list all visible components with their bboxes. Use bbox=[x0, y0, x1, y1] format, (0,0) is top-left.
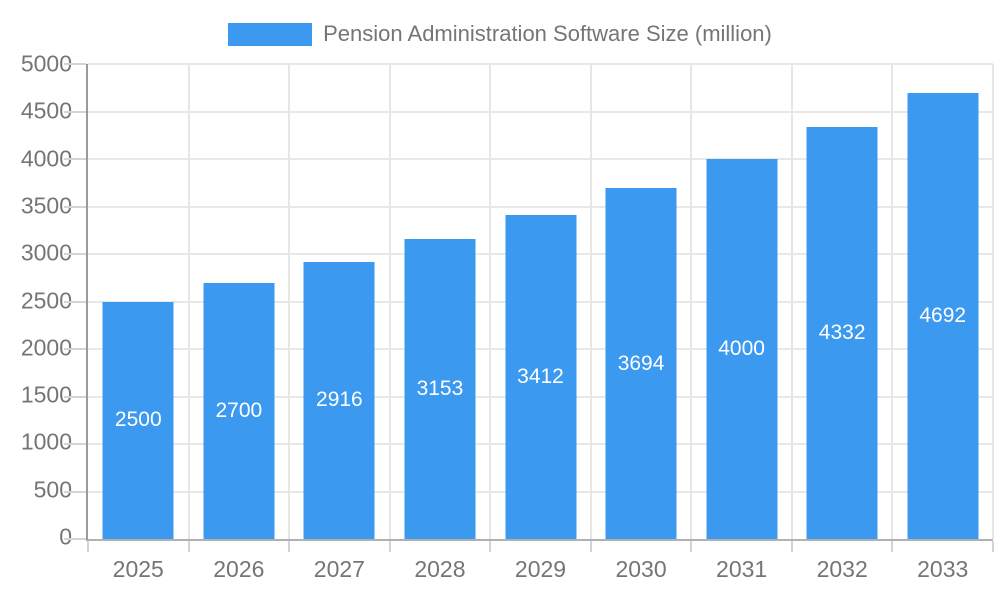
bar-2031[interactable]: 4000 bbox=[706, 159, 778, 539]
v-gridline bbox=[589, 64, 592, 539]
y-tick-label: 5000 bbox=[20, 50, 72, 77]
x-tick-label: 2030 bbox=[615, 556, 667, 582]
bar-2030[interactable]: 3694 bbox=[605, 188, 677, 539]
x-tick bbox=[288, 541, 291, 552]
y-tick-label: 4500 bbox=[20, 97, 72, 124]
y-axis-labels: 0 500 1000 1500 2000 2500 3000 3500 4000 4500 5000 bbox=[0, 51, 72, 550]
bar-value-label: 4332 bbox=[818, 321, 866, 345]
bar-2026[interactable]: 2700 bbox=[203, 282, 275, 539]
x-tick-label: 2026 bbox=[213, 556, 265, 582]
x-tick bbox=[690, 541, 693, 552]
y-tick-label: 1000 bbox=[20, 428, 72, 455]
y-tick-label: 2000 bbox=[20, 334, 72, 361]
x-tick bbox=[589, 541, 592, 552]
y-tick-label: 3500 bbox=[20, 192, 72, 219]
x-tick-label: 2031 bbox=[716, 556, 768, 582]
y-tick bbox=[64, 538, 86, 540]
legend[interactable]: Pension Administration Software Size (mi… bbox=[0, 21, 1000, 47]
h-gridline bbox=[88, 205, 993, 208]
bar-value-label: 2916 bbox=[316, 388, 363, 412]
h-gridline bbox=[88, 110, 993, 113]
v-gridline bbox=[187, 64, 190, 539]
y-tick bbox=[64, 158, 86, 160]
v-gridline bbox=[288, 64, 291, 539]
x-tick bbox=[187, 541, 190, 552]
bar-value-label: 4000 bbox=[718, 337, 765, 360]
legend-label: Pension Administration Software Size (mi… bbox=[323, 21, 772, 46]
x-tick-label: 2027 bbox=[313, 556, 365, 582]
v-gridline bbox=[891, 64, 894, 539]
bar-2028[interactable]: 3153 bbox=[404, 239, 476, 539]
x-tick bbox=[992, 541, 994, 552]
x-tick-label: 2025 bbox=[112, 556, 164, 582]
h-gridline bbox=[88, 63, 993, 65]
x-tick bbox=[388, 541, 391, 552]
bar-value-label: 3153 bbox=[416, 377, 464, 401]
v-gridline bbox=[489, 64, 492, 539]
bar-2025[interactable]: 2500 bbox=[102, 301, 174, 539]
y-tick-label: 3000 bbox=[20, 239, 72, 266]
v-gridline bbox=[790, 64, 793, 539]
legend-swatch bbox=[228, 22, 313, 46]
x-tick-label: 2033 bbox=[917, 556, 969, 582]
y-tick bbox=[64, 63, 86, 65]
y-tick-label: 1500 bbox=[20, 381, 72, 408]
bar-value-label: 2500 bbox=[114, 408, 162, 432]
y-tick bbox=[64, 205, 86, 208]
bar-2032[interactable]: 4332 bbox=[806, 127, 878, 539]
x-tick bbox=[790, 541, 793, 552]
x-tick bbox=[87, 541, 89, 552]
bar-value-label: 3694 bbox=[617, 351, 665, 375]
v-gridline bbox=[388, 64, 391, 539]
y-tick bbox=[64, 490, 86, 493]
x-tick bbox=[891, 541, 894, 552]
x-tick-label: 2029 bbox=[514, 556, 567, 582]
x-axis-labels: 2025 2026 2027 2028 2029 2030 2031 2032 2033 bbox=[88, 556, 993, 588]
bar-2027[interactable]: 2916 bbox=[303, 261, 375, 539]
y-tick bbox=[64, 443, 86, 445]
y-tick bbox=[64, 395, 86, 398]
bar-value-label: 3412 bbox=[517, 364, 564, 388]
plot-area: 2500 2700 2916 3153 3412 3694 4000 4332 4692 bbox=[64, 63, 994, 552]
v-gridline bbox=[690, 64, 693, 539]
bar-2029[interactable]: 3412 bbox=[505, 214, 576, 539]
y-tick-label: 4000 bbox=[20, 145, 72, 172]
y-tick-label: 0 bbox=[59, 523, 72, 550]
y-tick bbox=[64, 300, 86, 303]
x-tick-label: 2032 bbox=[816, 556, 868, 582]
y-tick-label: 500 bbox=[33, 476, 72, 503]
y-tick-label: 2500 bbox=[20, 287, 72, 313]
bar-value-label: 4692 bbox=[919, 304, 967, 328]
h-gridline bbox=[88, 158, 993, 160]
bar-value-label: 2700 bbox=[215, 398, 263, 422]
y-tick bbox=[64, 253, 86, 255]
x-tick-label: 2028 bbox=[414, 556, 466, 582]
bar-2033[interactable]: 4692 bbox=[907, 93, 979, 539]
x-tick bbox=[489, 541, 492, 552]
v-gridline bbox=[992, 64, 994, 539]
y-tick bbox=[64, 110, 86, 113]
y-tick bbox=[64, 348, 86, 350]
